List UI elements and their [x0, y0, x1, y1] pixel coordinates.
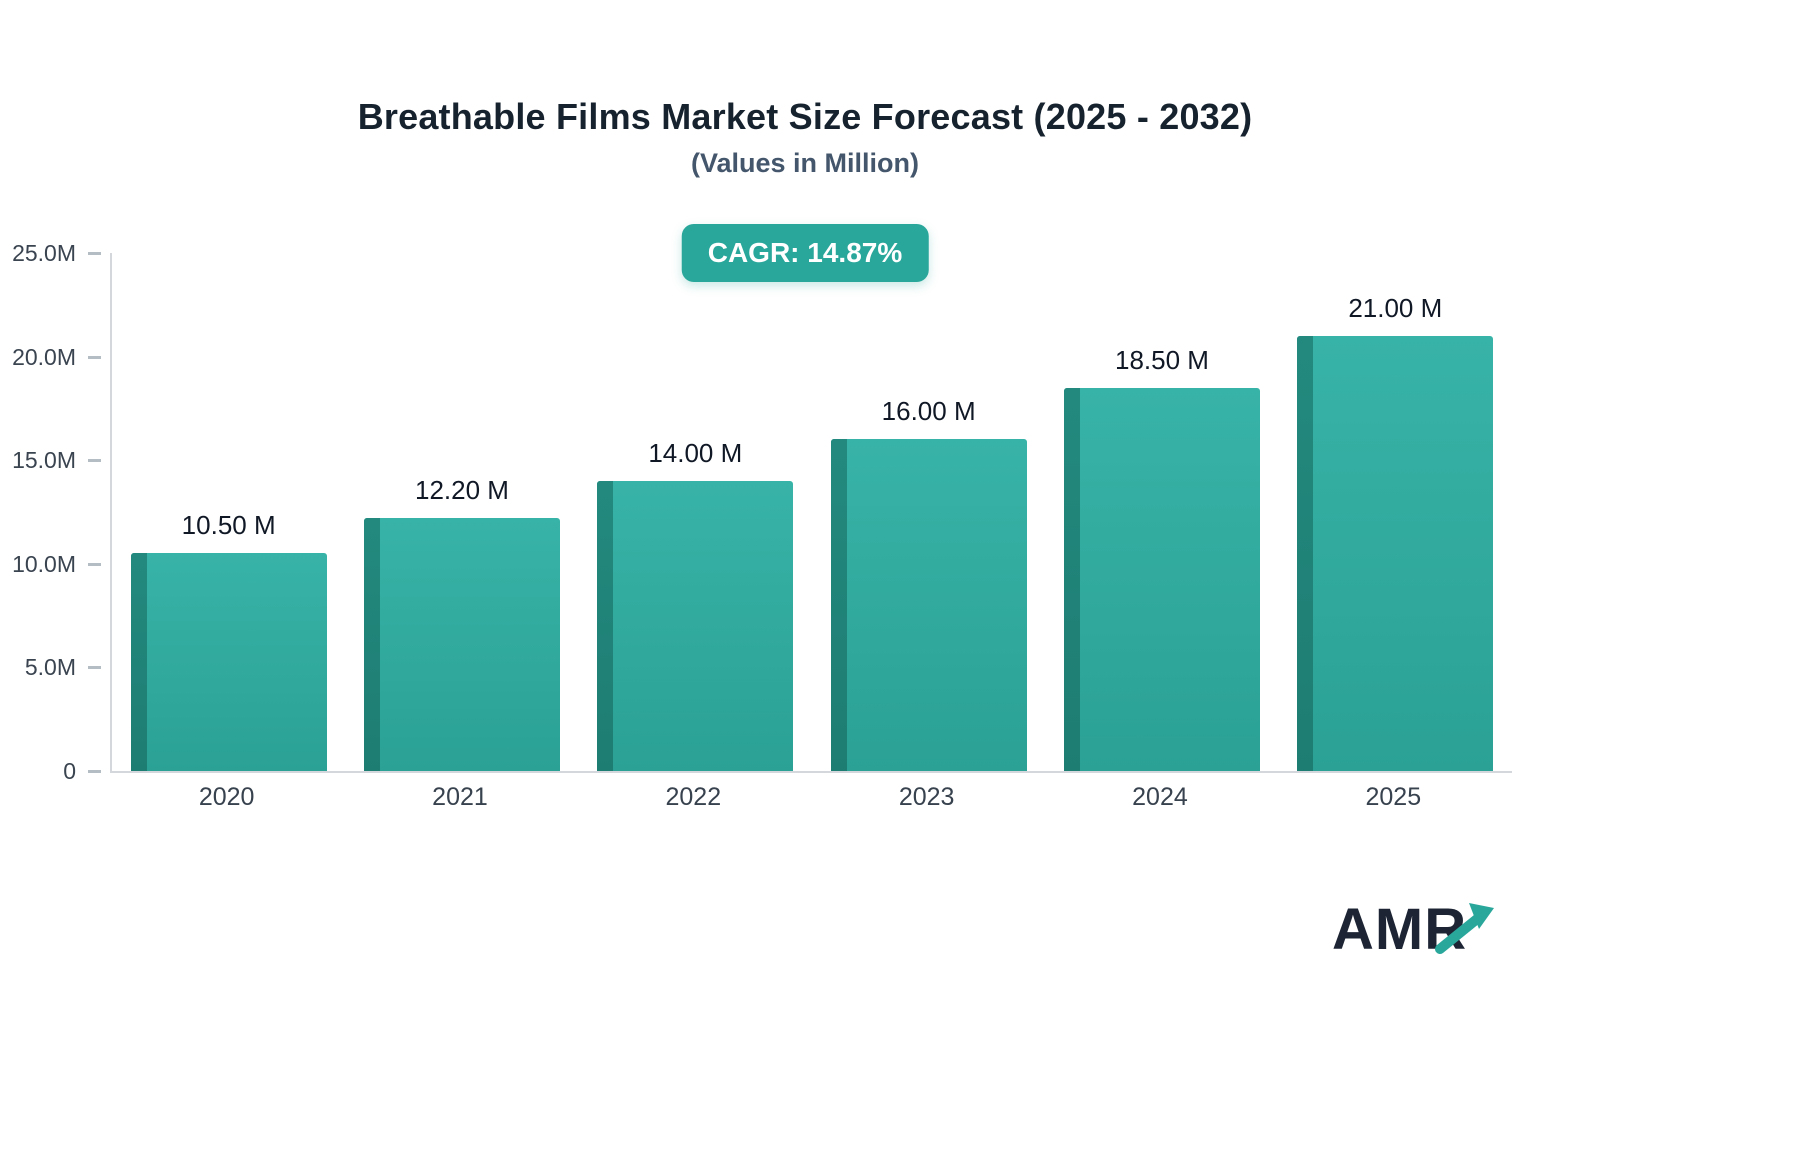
bar-side-shading: [597, 480, 614, 771]
bar-group: 16.00 M: [830, 396, 1027, 771]
y-axis-tick-mark: [88, 355, 101, 359]
bar-side-shading: [830, 439, 847, 771]
bar-value-label: 14.00 M: [648, 437, 743, 468]
amr-logo: AMR: [1332, 896, 1495, 963]
y-axis-tick-mark: [88, 459, 101, 463]
bar-value-label: 16.00 M: [881, 396, 976, 427]
bar: [130, 553, 327, 771]
y-axis-tick-label: 10.0M: [12, 550, 76, 577]
bar-side-shading: [130, 553, 147, 771]
chart-title: Breathable Films Market Size Forecast (2…: [357, 96, 1253, 137]
x-axis: 2020 2021 2022 2023 2024 2025: [110, 783, 1510, 812]
y-axis-tick-label: 0: [63, 758, 76, 784]
bar-value-label: 10.50 M: [181, 510, 276, 541]
bar-side-shading: [1063, 387, 1080, 771]
bar: [830, 439, 1027, 771]
x-axis-label: 2020: [198, 783, 255, 811]
bar-side-shading: [1297, 335, 1314, 771]
bar: [597, 480, 794, 771]
bar-group: 18.50 M: [1063, 344, 1260, 771]
y-axis-tick-mark: [88, 770, 101, 773]
y-axis-tick-label: 5.0M: [24, 654, 76, 681]
bar-group: 14.00 M: [597, 437, 794, 771]
bar-side-shading: [363, 518, 380, 771]
x-axis-label: 2021: [432, 783, 488, 811]
bar-value-label: 12.20 M: [415, 475, 509, 506]
y-axis-tick-label: 25.0M: [12, 240, 76, 266]
bar-group: 12.20 M: [363, 475, 560, 771]
bar-value-label: 21.00 M: [1348, 292, 1443, 323]
bar-value-label: 18.50 M: [1114, 344, 1209, 375]
bar-group: 21.00 M: [1297, 292, 1494, 771]
x-axis-label: 2023: [898, 783, 955, 811]
y-axis-tick-mark: [88, 666, 101, 670]
y-axis-tick-label: 20.0M: [12, 343, 76, 370]
cagr-badge: CAGR: 14.87%: [681, 224, 929, 282]
chart-area: 10.50 M 12.20 M 14.00 M 16.00 M 18.50 M 21.00…: [0, 240, 1610, 784]
y-axis-tick-label: 15.0M: [12, 447, 76, 474]
y-axis-tick-mark: [88, 252, 101, 255]
bar: [1063, 387, 1260, 771]
bar: [363, 518, 560, 771]
x-axis-label: 2022: [665, 783, 722, 811]
plot-area: 10.50 M 12.20 M 14.00 M 16.00 M 18.50 M 21.00…: [110, 253, 1512, 773]
x-axis-label: 2025: [1365, 783, 1422, 811]
chart-subtitle: (Values in Million): [690, 148, 920, 178]
bar: [1297, 335, 1494, 771]
growth-arrow-icon: [1435, 903, 1495, 954]
x-axis-label: 2024: [1132, 783, 1188, 811]
y-axis-tick-mark: [88, 562, 101, 566]
bar-group: 10.50 M: [130, 510, 327, 771]
